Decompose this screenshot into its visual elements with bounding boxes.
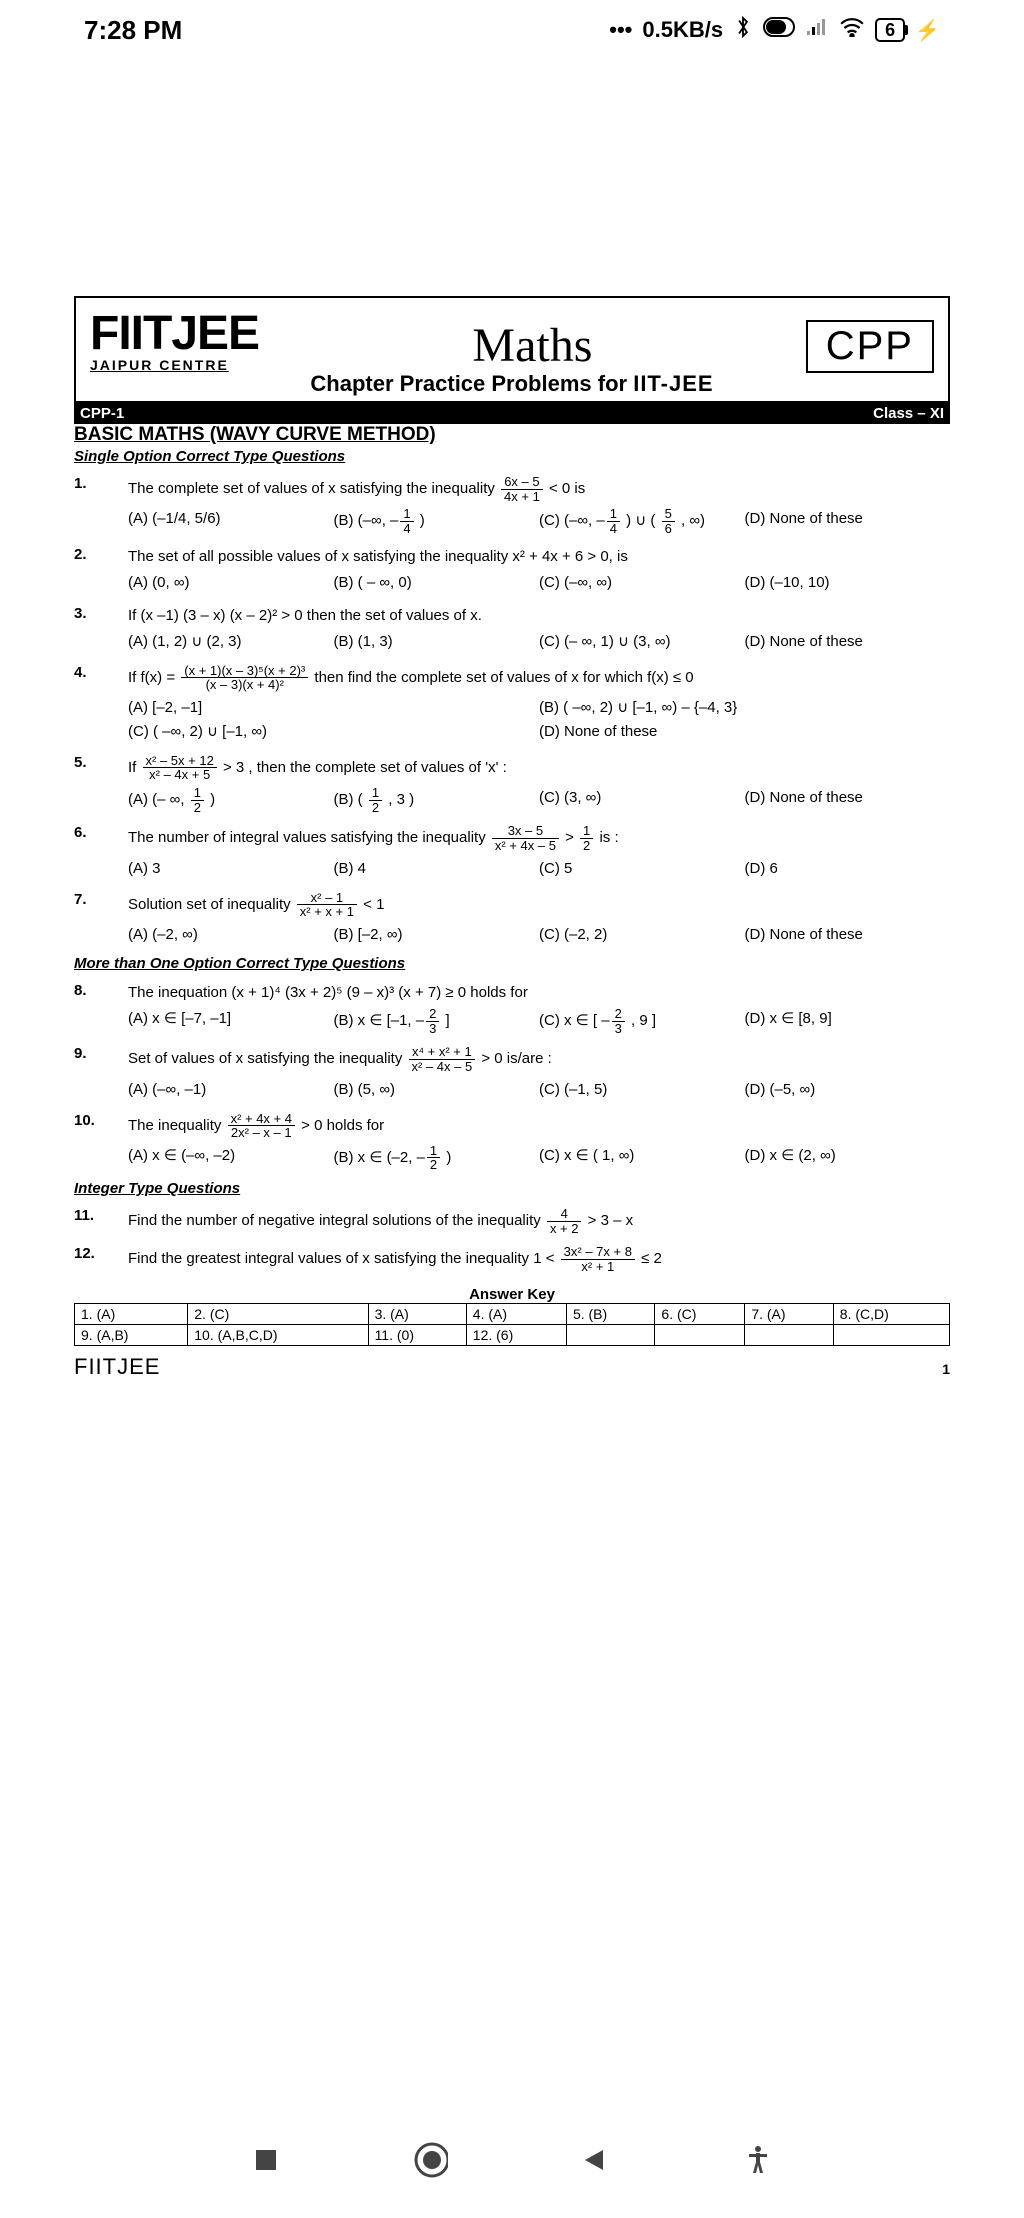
question-12: 12. Find the greatest integral values of… bbox=[74, 1245, 950, 1273]
question-2: 2. The set of all possible values of x s… bbox=[74, 546, 950, 595]
answer-row-1: 1. (A) 2. (C) 3. (A) 4. (A) 5. (B) 6. (C… bbox=[75, 1303, 950, 1324]
question-7: 7. Solution set of inequality x² – 1x² +… bbox=[74, 891, 950, 947]
question-8: 8. The inequation (x + 1)⁴ (3x + 2)⁵ (9 … bbox=[74, 982, 950, 1035]
cpp-badge: CPP bbox=[806, 320, 934, 373]
answer-row-2: 9. (A,B) 10. (A,B,C,D) 11. (0) 12. (6) bbox=[75, 1324, 950, 1345]
question-6: 6. The number of integral values satisfy… bbox=[74, 824, 950, 880]
charging-icon: ⚡ bbox=[915, 18, 940, 43]
signal-icon bbox=[807, 17, 829, 43]
phone-status-bar: 7:28 PM ••• 0.5KB/s 6 ⚡ bbox=[0, 0, 1024, 60]
status-dots: ••• bbox=[609, 17, 632, 43]
subject-title: Maths bbox=[472, 318, 592, 373]
q1-option-a: (A) (–1/4, 5/6) bbox=[128, 507, 334, 535]
subtitle: Chapter Practice Problems for IIT-JEE bbox=[90, 371, 934, 397]
subsection-integer: Integer Type Questions bbox=[74, 1180, 950, 1197]
question-1: 1. The complete set of values of x satis… bbox=[74, 475, 950, 536]
battery-pill-icon bbox=[763, 17, 797, 43]
status-time: 7:28 PM bbox=[84, 15, 182, 46]
recent-apps-button[interactable] bbox=[248, 2142, 284, 2178]
q1-option-d: (D) None of these bbox=[745, 507, 951, 535]
answer-key-title: Answer Key bbox=[74, 1286, 950, 1303]
footer-logo: FIITJEE bbox=[74, 1354, 160, 1380]
home-button[interactable] bbox=[412, 2142, 448, 2178]
android-nav-bar bbox=[0, 2142, 1024, 2178]
question-11: 11. Find the number of negative integral… bbox=[74, 1207, 950, 1235]
back-button[interactable] bbox=[576, 2142, 612, 2178]
status-right: ••• 0.5KB/s 6 ⚡ bbox=[609, 14, 940, 46]
page-number: 1 bbox=[942, 1361, 950, 1377]
subsection-single: Single Option Correct Type Questions bbox=[74, 448, 950, 465]
q1-option-b: (B) (–∞, –14 ) bbox=[334, 507, 540, 535]
cpp-class-bar: CPP-1 Class – XI bbox=[74, 403, 950, 424]
question-4: 4. If f(x) = (x + 1)(x – 3)⁵(x + 2)³(x –… bbox=[74, 664, 950, 744]
document-header: FIITJEE JAIPUR CENTRE Maths CPP Chapter … bbox=[74, 296, 950, 403]
question-10: 10. The inequality x² + 4x + 42x² – x – … bbox=[74, 1112, 950, 1173]
answer-key-table: 1. (A) 2. (C) 3. (A) 4. (A) 5. (B) 6. (C… bbox=[74, 1303, 950, 1346]
question-9: 9. Set of values of x satisfying the ine… bbox=[74, 1045, 950, 1101]
subsection-multi: More than One Option Correct Type Questi… bbox=[74, 955, 950, 972]
class-label: Class – XI bbox=[873, 405, 944, 422]
cpp-number: CPP-1 bbox=[80, 405, 124, 422]
questions-area: 1. The complete set of values of x satis… bbox=[74, 475, 950, 1274]
bluetooth-icon bbox=[733, 14, 753, 46]
document-footer: FIITJEE 1 bbox=[74, 1354, 950, 1380]
wifi-icon bbox=[839, 17, 865, 43]
accessibility-button[interactable] bbox=[740, 2142, 776, 2178]
battery-level: 6 bbox=[875, 18, 905, 42]
question-3: 3. If (x –1) (3 – x) (x – 2)² > 0 then t… bbox=[74, 605, 950, 654]
section-title: BASIC MATHS (WAVY CURVE METHOD) bbox=[74, 424, 950, 446]
worksheet-document: FIITJEE JAIPUR CENTRE Maths CPP Chapter … bbox=[74, 296, 950, 1380]
fiitjee-logo: FIITJEE bbox=[90, 306, 259, 361]
status-speed: 0.5KB/s bbox=[642, 17, 723, 43]
q1-option-c: (C) (–∞, –14 ) ∪ ( 56 , ∞) bbox=[539, 507, 745, 535]
question-5: 5. If x² – 5x + 12x² – 4x + 5 > 3 , then… bbox=[74, 754, 950, 815]
